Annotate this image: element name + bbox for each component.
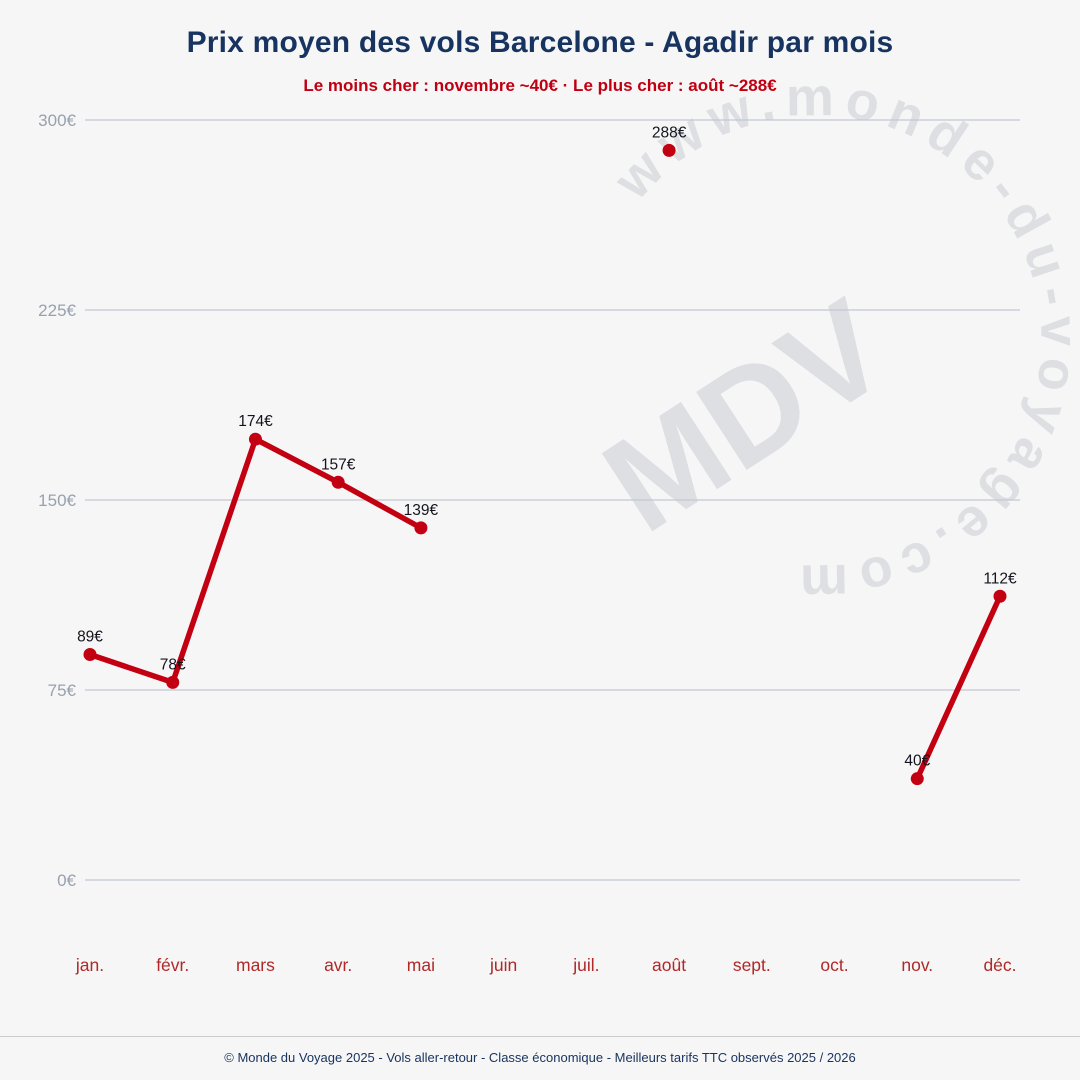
x-axis-label: oct. <box>820 955 848 975</box>
y-axis-label: 300€ <box>38 111 76 130</box>
x-axis-label: août <box>652 955 686 975</box>
point-label: 139€ <box>404 502 439 519</box>
x-axis-label: juin <box>489 955 517 975</box>
price-line <box>87 436 424 686</box>
data-point <box>414 521 428 535</box>
point-label: 174€ <box>238 413 273 430</box>
x-axis-label: juil. <box>572 955 599 975</box>
y-axis-label: 75€ <box>48 681 77 700</box>
footer-text: © Monde du Voyage 2025 - Vols aller-reto… <box>224 1050 856 1065</box>
data-point <box>166 675 180 689</box>
x-axis-label: nov. <box>901 955 933 975</box>
chart-title: Prix moyen des vols Barcelone - Agadir p… <box>186 26 894 59</box>
x-axis-label: mars <box>236 955 275 975</box>
point-label: 78€ <box>160 656 186 673</box>
data-point <box>83 648 97 662</box>
point-label: 157€ <box>321 456 356 473</box>
data-point <box>248 432 262 446</box>
x-axis-label: sept. <box>733 955 771 975</box>
footer: © Monde du Voyage 2025 - Vols aller-reto… <box>0 1036 1080 1080</box>
x-axis-label: jan. <box>75 955 104 975</box>
point-label: 40€ <box>904 753 930 770</box>
x-axis-label: févr. <box>156 955 189 975</box>
chart-subtitle: Le moins cher : novembre ~40€ · Le plus … <box>303 76 777 95</box>
y-axis-label: 225€ <box>38 301 76 320</box>
x-axis-label: déc. <box>983 955 1016 975</box>
y-axis-label: 150€ <box>38 491 76 510</box>
point-label: 89€ <box>77 629 103 646</box>
point-label: 288€ <box>652 124 687 141</box>
watermark-center-text: MDV <box>578 270 912 560</box>
data-point <box>662 143 676 157</box>
point-label: 112€ <box>983 570 1017 587</box>
data-point <box>993 589 1007 603</box>
x-axis-label: mai <box>407 955 435 975</box>
x-axis-label: avr. <box>324 955 352 975</box>
price-line <box>914 593 1003 782</box>
y-axis-label: 0€ <box>57 871 76 890</box>
data-point <box>910 772 924 786</box>
data-point <box>331 475 345 489</box>
